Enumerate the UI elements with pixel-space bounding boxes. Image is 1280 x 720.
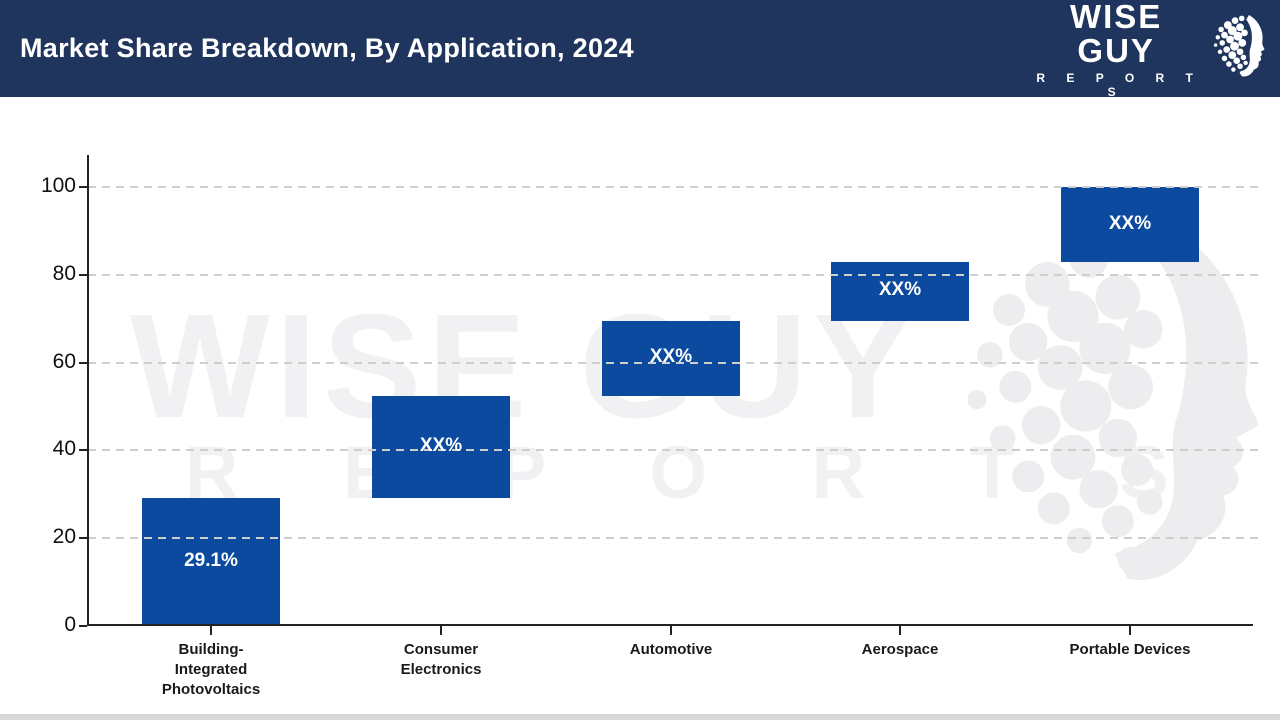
y-tick-label: 80: [52, 261, 76, 285]
x-tick-mark: [210, 626, 212, 635]
y-tick-mark: [79, 537, 87, 540]
x-axis-line: [87, 624, 1253, 626]
logo-subtitle: R E P O R T S: [1036, 70, 1202, 99]
x-tick-mark: [899, 626, 901, 635]
x-category-label: Automotive: [561, 640, 781, 660]
y-tick-label: 20: [52, 525, 76, 549]
watermark-wordmark: WISE GUY: [130, 284, 919, 449]
gridline-100: [88, 186, 1258, 188]
logo-wordmark: WISE GUY: [1069, 0, 1163, 69]
gridline-80: [88, 273, 1258, 276]
x-category-label: Consumer Electronics: [331, 640, 551, 680]
bar-5: [1061, 187, 1199, 263]
y-tick-mark: [79, 625, 87, 627]
x-label-line: Portable Devices: [1069, 641, 1191, 658]
page-title: Market Share Breakdown, By Application, …: [20, 33, 634, 63]
x-tick-mark: [440, 626, 442, 635]
y-tick-mark: [79, 273, 87, 276]
bar-value-label: XX%: [649, 346, 693, 368]
y-tick-mark: [79, 186, 87, 188]
x-category-label: Aerospace: [790, 640, 1010, 660]
dotted-head-icon: [1214, 15, 1265, 77]
y-tick-mark: [79, 361, 87, 364]
y-axis-line: [87, 155, 89, 626]
bar-value-label: XX%: [419, 435, 463, 457]
gridline-60: [88, 361, 1258, 364]
y-tick-label: 0: [64, 613, 76, 636]
bar-value-label: XX%: [1108, 212, 1152, 234]
x-label-line: Consumer: [403, 641, 479, 658]
y-tick-label: 100: [40, 174, 76, 197]
y-tick-label: 40: [52, 437, 76, 461]
bar-2: [372, 395, 510, 499]
bar-value-label: 29.1%: [184, 550, 238, 572]
x-tick-mark: [1129, 626, 1131, 635]
y-tick-label: 60: [52, 349, 76, 373]
x-label-line: Aerospace: [861, 641, 939, 658]
gridline-40: [88, 449, 1258, 452]
watermark-head-icon: [967, 226, 1259, 581]
header-bar: Market Share Breakdown, By Application, …: [0, 0, 1280, 99]
bar-1: [142, 498, 280, 626]
x-category-label: Building- Integrated Photovoltaics: [101, 640, 321, 700]
x-tick-mark: [670, 626, 672, 635]
bar-value-label: XX%: [878, 279, 922, 301]
wise-guy-logo: WISE GUY R E P O R T S: [1026, 0, 1266, 99]
watermark-subtitle: R E P O R T S: [185, 431, 1211, 514]
bar-4: [831, 262, 969, 321]
x-label-line: Integrated: [174, 661, 248, 678]
gridline-20: [88, 537, 1258, 540]
x-label-line: Building-: [178, 641, 244, 658]
x-label-line: Electronics: [400, 661, 482, 678]
x-label-line: Automotive: [629, 641, 713, 658]
bar-3: [602, 320, 740, 396]
logo-text: WISE GUY R E P O R T S: [1026, 0, 1206, 99]
x-label-line: Photovoltaics: [161, 681, 261, 698]
y-tick-mark: [79, 449, 87, 452]
footer-strip: [0, 714, 1280, 720]
x-category-label: Portable Devices: [1020, 640, 1240, 660]
